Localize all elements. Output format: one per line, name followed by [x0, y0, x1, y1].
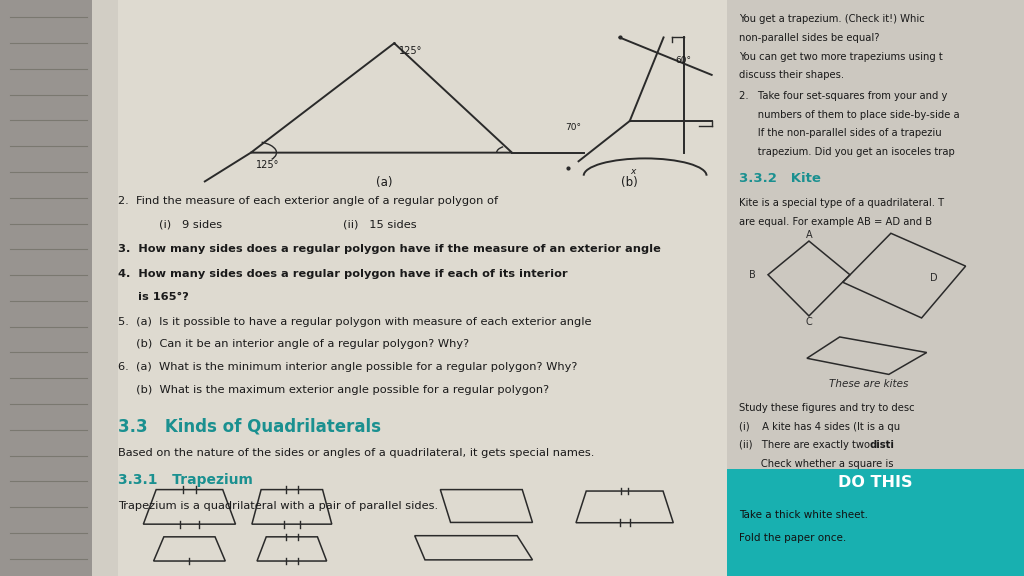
Text: discuss their shapes.: discuss their shapes.	[739, 70, 845, 80]
Text: (ii)   15 sides: (ii) 15 sides	[343, 219, 417, 229]
Text: 2.  Find the measure of each exterior angle of a regular polygon of: 2. Find the measure of each exterior ang…	[118, 196, 498, 206]
Text: 4.  How many sides does a regular polygon have if each of its interior: 4. How many sides does a regular polygon…	[118, 269, 567, 279]
Text: These are kites: These are kites	[828, 379, 908, 389]
Text: C: C	[806, 317, 812, 327]
Text: B: B	[749, 270, 756, 280]
Text: is 165°?: is 165°?	[118, 292, 188, 302]
Text: (b): (b)	[622, 176, 638, 189]
Text: trapezium. Did you get an isoceles trap: trapezium. Did you get an isoceles trap	[739, 147, 955, 157]
Bar	[92, 0, 118, 576]
Text: are equal. For example AB = AD and B: are equal. For example AB = AD and B	[739, 217, 933, 227]
Text: (ii)   There are exactly two: (ii) There are exactly two	[739, 441, 873, 450]
Text: non-parallel sides be equal?: non-parallel sides be equal?	[739, 33, 880, 43]
Bar	[727, 469, 1024, 576]
Text: (i)    A kite has 4 sides (It is a qu: (i) A kite has 4 sides (It is a qu	[739, 422, 900, 432]
Text: You can get two more trapeziums using t: You can get two more trapeziums using t	[739, 52, 943, 62]
Text: 3.3   Kinds of Quadrilaterals: 3.3 Kinds of Quadrilaterals	[118, 418, 381, 436]
Text: 70°: 70°	[565, 123, 582, 132]
Text: 125°: 125°	[399, 46, 423, 56]
Text: Fold the paper once.: Fold the paper once.	[739, 533, 847, 543]
Text: Study these figures and try to desc: Study these figures and try to desc	[739, 403, 915, 413]
Text: A: A	[806, 230, 812, 240]
Text: 125°: 125°	[256, 160, 280, 169]
Text: 6.  (a)  What is the minimum interior angle possible for a regular polygon? Why?: 6. (a) What is the minimum interior angl…	[118, 362, 578, 372]
Text: numbers of them to place side-by-side a: numbers of them to place side-by-side a	[739, 109, 959, 120]
Text: (i)   9 sides: (i) 9 sides	[159, 219, 222, 229]
Text: 3.  How many sides does a regular polygon have if the measure of an exterior ang: 3. How many sides does a regular polygon…	[118, 244, 660, 254]
Text: Check whether a square is: Check whether a square is	[739, 459, 894, 469]
Text: 3.3.2   Kite: 3.3.2 Kite	[739, 172, 821, 185]
Bar	[0, 0, 92, 576]
Text: D: D	[930, 272, 937, 283]
Text: 60°: 60°	[676, 56, 692, 65]
Text: 3.3.1   Trapezium: 3.3.1 Trapezium	[118, 473, 253, 487]
Text: x: x	[630, 167, 636, 176]
Text: 5.  (a)  Is it possible to have a regular polygon with measure of each exterior : 5. (a) Is it possible to have a regular …	[118, 317, 591, 327]
Text: 2.   Take four set-squares from your and y: 2. Take four set-squares from your and y	[739, 91, 947, 101]
Bar	[92, 0, 727, 576]
Text: (a): (a)	[376, 176, 392, 189]
Text: DO THIS: DO THIS	[839, 475, 912, 490]
Bar	[727, 0, 1024, 576]
Text: Trapezium is a quadrilateral with a pair of parallel sides.: Trapezium is a quadrilateral with a pair…	[118, 501, 438, 511]
Text: disti: disti	[869, 441, 894, 450]
Text: (b)  What is the maximum exterior angle possible for a regular polygon?: (b) What is the maximum exterior angle p…	[118, 385, 549, 395]
Text: If the non-parallel sides of a trapeziu: If the non-parallel sides of a trapeziu	[739, 128, 942, 138]
Text: Based on the nature of the sides or angles of a quadrilateral, it gets special n: Based on the nature of the sides or angl…	[118, 448, 594, 458]
Text: Take a thick white sheet.: Take a thick white sheet.	[739, 510, 868, 520]
Text: Kite is a special type of a quadrilateral. T: Kite is a special type of a quadrilatera…	[739, 198, 944, 209]
Text: You get a trapezium. (Check it!) Whic: You get a trapezium. (Check it!) Whic	[739, 14, 925, 24]
Text: (b)  Can it be an interior angle of a regular polygon? Why?: (b) Can it be an interior angle of a reg…	[118, 339, 469, 349]
